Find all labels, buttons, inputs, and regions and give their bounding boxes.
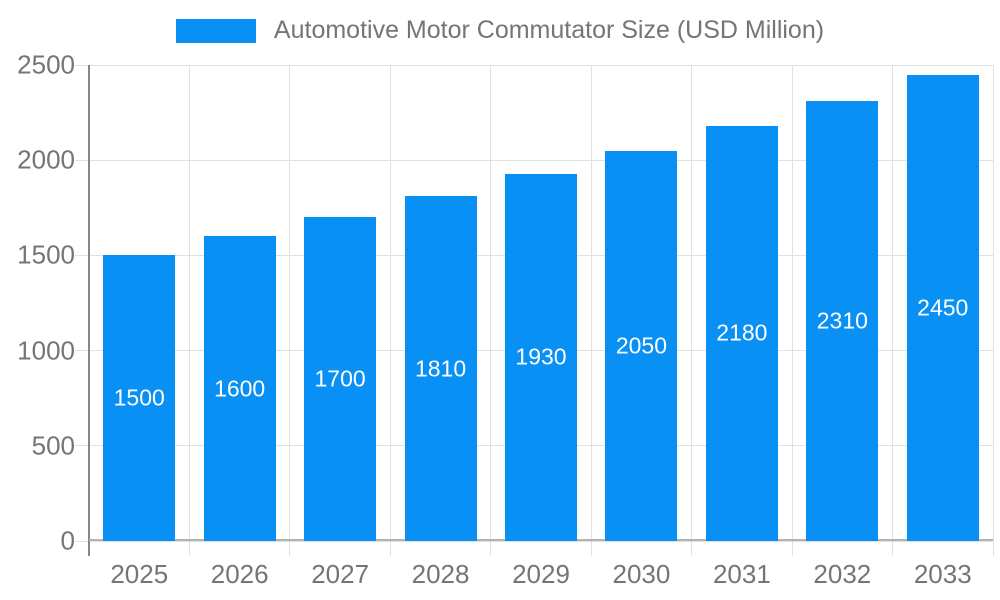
y-gridline: [75, 159, 993, 161]
y-tick-label: 2000: [17, 144, 75, 175]
bar-2025[interactable]: 1500: [103, 255, 176, 541]
bar-value-label: 1700: [314, 365, 366, 392]
y-gridline: [75, 64, 993, 66]
y-axis-line: [88, 65, 90, 556]
bar-value-label: 2450: [917, 294, 969, 321]
y-tick-label: 2500: [17, 49, 75, 80]
chart-legend: Automotive Motor Commutator Size (USD Mi…: [0, 16, 1000, 45]
x-tick-label: 2030: [612, 559, 671, 589]
x-gridline: [188, 65, 190, 556]
x-tick-label: 2027: [311, 559, 370, 589]
x-gridline: [892, 65, 894, 556]
bar-value-label: 2180: [716, 319, 768, 346]
bar-2026[interactable]: 1600: [203, 236, 276, 541]
legend-item[interactable]: Automotive Motor Commutator Size (USD Mi…: [175, 16, 825, 45]
x-gridline: [992, 65, 994, 556]
x-gridline: [791, 65, 793, 556]
x-gridline: [691, 65, 693, 556]
x-gridline: [389, 65, 391, 556]
x-gridline: [490, 65, 492, 556]
plot-area: 0 500 1000 1500 2000 2500 1500 2025 1600 2026 1700…: [17, 50, 994, 589]
bar-value-label: 2310: [816, 307, 868, 334]
y-tick-label: 1000: [17, 335, 75, 366]
legend-label: Automotive Motor Commutator Size (USD Mi…: [273, 16, 825, 44]
y-tick-label: 500: [31, 430, 75, 461]
bar-value-label: 1600: [214, 375, 266, 402]
bar-2027[interactable]: 1700: [304, 217, 377, 541]
x-tick-label: 2028: [411, 559, 470, 589]
x-gridline: [289, 65, 291, 556]
x-tick-label: 2029: [512, 559, 570, 589]
x-tick-label: 2026: [210, 559, 269, 589]
bar-2030[interactable]: 2050: [605, 150, 678, 541]
bar-value-label: 1930: [515, 343, 567, 370]
bar-value-label: 2050: [615, 332, 668, 359]
x-gridline: [590, 65, 592, 556]
y-tick-label: 0: [60, 525, 75, 556]
y-tick-label: 1500: [17, 239, 75, 270]
y-gridline: [75, 540, 993, 542]
bar-2032[interactable]: 2310: [806, 101, 879, 541]
x-tick-label: 2033: [913, 559, 972, 589]
x-tick-label: 2025: [110, 559, 169, 589]
x-tick-label: 2032: [813, 559, 872, 589]
bar-value-label: 1500: [113, 384, 165, 411]
bar-value-label: 1810: [414, 355, 467, 382]
bar-2028[interactable]: 1810: [404, 196, 477, 541]
x-tick-label: 2031: [712, 559, 771, 589]
bar-2029[interactable]: 1930: [505, 173, 577, 541]
legend-swatch: [175, 18, 256, 43]
bar-2033[interactable]: 2450: [906, 74, 979, 541]
bar-2031[interactable]: 2180: [705, 125, 778, 541]
